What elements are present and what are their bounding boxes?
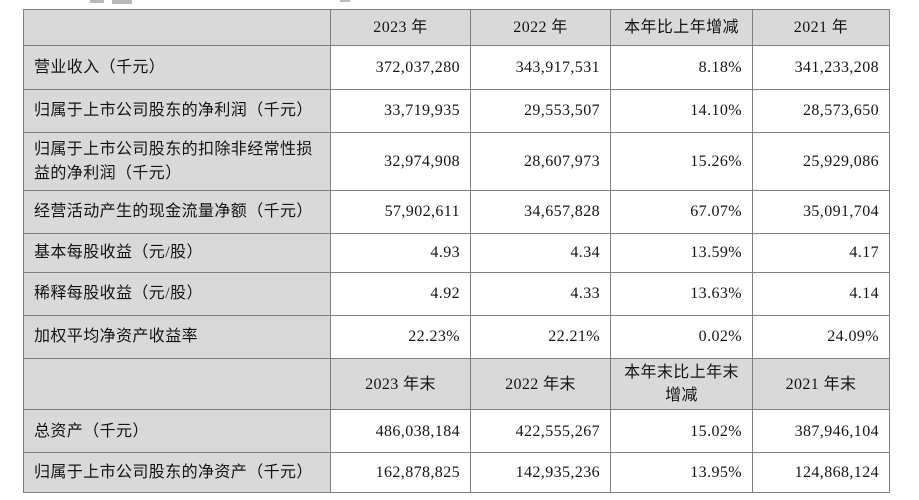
value-2022: 343,917,531 [470, 45, 611, 90]
value-change: 15.26% [610, 132, 753, 191]
value-2022: 29,553,507 [470, 89, 611, 133]
value-2022: 142,935,236 [470, 452, 611, 494]
header-cell-2022-end: 2022 年末 [470, 357, 611, 411]
value-2021: 35,091,704 [752, 190, 890, 234]
row-label: 基本每股收益（元/股） [23, 233, 331, 273]
value-2021: 25,929,086 [752, 132, 890, 191]
value-change: 13.95% [610, 452, 753, 494]
value-2021: 387,946,104 [752, 409, 890, 454]
value-2023: 162,878,825 [330, 452, 471, 494]
value-change: 13.63% [610, 272, 753, 316]
row-label: 稀释每股收益（元/股） [23, 272, 331, 316]
row-label: 经营活动产生的现金流量净额（千元） [23, 190, 331, 234]
row-label: 归属于上市公司股东的扣除非经常性损益的净利润（千元） [23, 132, 331, 191]
table-row-net-profit: 归属于上市公司股东的净利润（千元） 33,719,935 29,553,507 … [23, 89, 890, 133]
table-header-row-annual: 2023 年 2022 年 本年比上年增减 2021 年 [23, 9, 890, 46]
value-2023: 32,974,908 [330, 132, 471, 191]
header-empty-cell [23, 9, 331, 46]
value-2022: 422,555,267 [470, 409, 611, 454]
value-2021: 341,233,208 [752, 45, 890, 90]
header-cell-end-change: 本年末比上年末增减 [610, 357, 753, 411]
value-2022: 22.21% [470, 315, 611, 359]
header-cell-2021: 2021 年 [752, 9, 890, 46]
header-empty-cell [23, 357, 331, 411]
table-row-net-assets: 归属于上市公司股东的净资产（千元） 162,878,825 142,935,23… [23, 452, 890, 494]
value-2021: 24.09% [752, 315, 890, 359]
value-2023: 486,038,184 [330, 409, 471, 454]
value-2021: 4.14 [752, 272, 890, 316]
value-change: 13.59% [610, 233, 753, 273]
value-2021: 124,868,124 [752, 452, 890, 494]
value-change: 67.07% [610, 190, 753, 234]
value-2023: 372,037,280 [330, 45, 471, 90]
value-change: 14.10% [610, 89, 753, 133]
value-2021: 4.17 [752, 233, 890, 273]
financial-summary-table: 2023 年 2022 年 本年比上年增减 2021 年 营业收入（千元） 37… [23, 9, 890, 494]
value-2021: 28,573,650 [752, 89, 890, 133]
row-label: 总资产（千元） [23, 409, 331, 454]
cropped-text-artifact [112, 0, 132, 4]
value-change: 0.02% [610, 315, 753, 359]
header-cell-2023: 2023 年 [330, 9, 471, 46]
value-2023: 57,902,611 [330, 190, 471, 234]
header-cell-2023-end: 2023 年末 [330, 357, 471, 411]
row-label: 归属于上市公司股东的净利润（千元） [23, 89, 331, 133]
value-2023: 33,719,935 [330, 89, 471, 133]
value-change: 8.18% [610, 45, 753, 90]
cropped-text-artifact [340, 0, 350, 2]
table-row-net-profit-excl-nonrecurring: 归属于上市公司股东的扣除非经常性损益的净利润（千元） 32,974,908 28… [23, 132, 890, 191]
table-row-weighted-avg-roe: 加权平均净资产收益率 22.23% 22.21% 0.02% 24.09% [23, 315, 890, 359]
row-label: 营业收入（千元） [23, 45, 331, 90]
table-row-operating-cash-flow: 经营活动产生的现金流量净额（千元） 57,902,611 34,657,828 … [23, 190, 890, 234]
value-2023: 4.93 [330, 233, 471, 273]
value-2022: 4.33 [470, 272, 611, 316]
value-2023: 22.23% [330, 315, 471, 359]
row-label: 加权平均净资产收益率 [23, 315, 331, 359]
value-2022: 28,607,973 [470, 132, 611, 191]
value-2022: 34,657,828 [470, 190, 611, 234]
table-header-row-period-end: 2023 年末 2022 年末 本年末比上年末增减 2021 年末 [23, 357, 890, 411]
cropped-text-artifact [90, 0, 104, 3]
header-cell-2022: 2022 年 [470, 9, 611, 46]
value-2022: 4.34 [470, 233, 611, 273]
table-row-basic-eps: 基本每股收益（元/股） 4.93 4.34 13.59% 4.17 [23, 233, 890, 273]
row-label: 归属于上市公司股东的净资产（千元） [23, 452, 331, 494]
table-row-total-assets: 总资产（千元） 486,038,184 422,555,267 15.02% 3… [23, 409, 890, 454]
table-row-diluted-eps: 稀释每股收益（元/股） 4.92 4.33 13.63% 4.14 [23, 272, 890, 316]
value-2023: 4.92 [330, 272, 471, 316]
header-cell-yoy-change: 本年比上年增减 [610, 9, 753, 46]
table-row-revenue: 营业收入（千元） 372,037,280 343,917,531 8.18% 3… [23, 45, 890, 90]
header-cell-2021-end: 2021 年末 [752, 357, 890, 411]
value-change: 15.02% [610, 409, 753, 454]
